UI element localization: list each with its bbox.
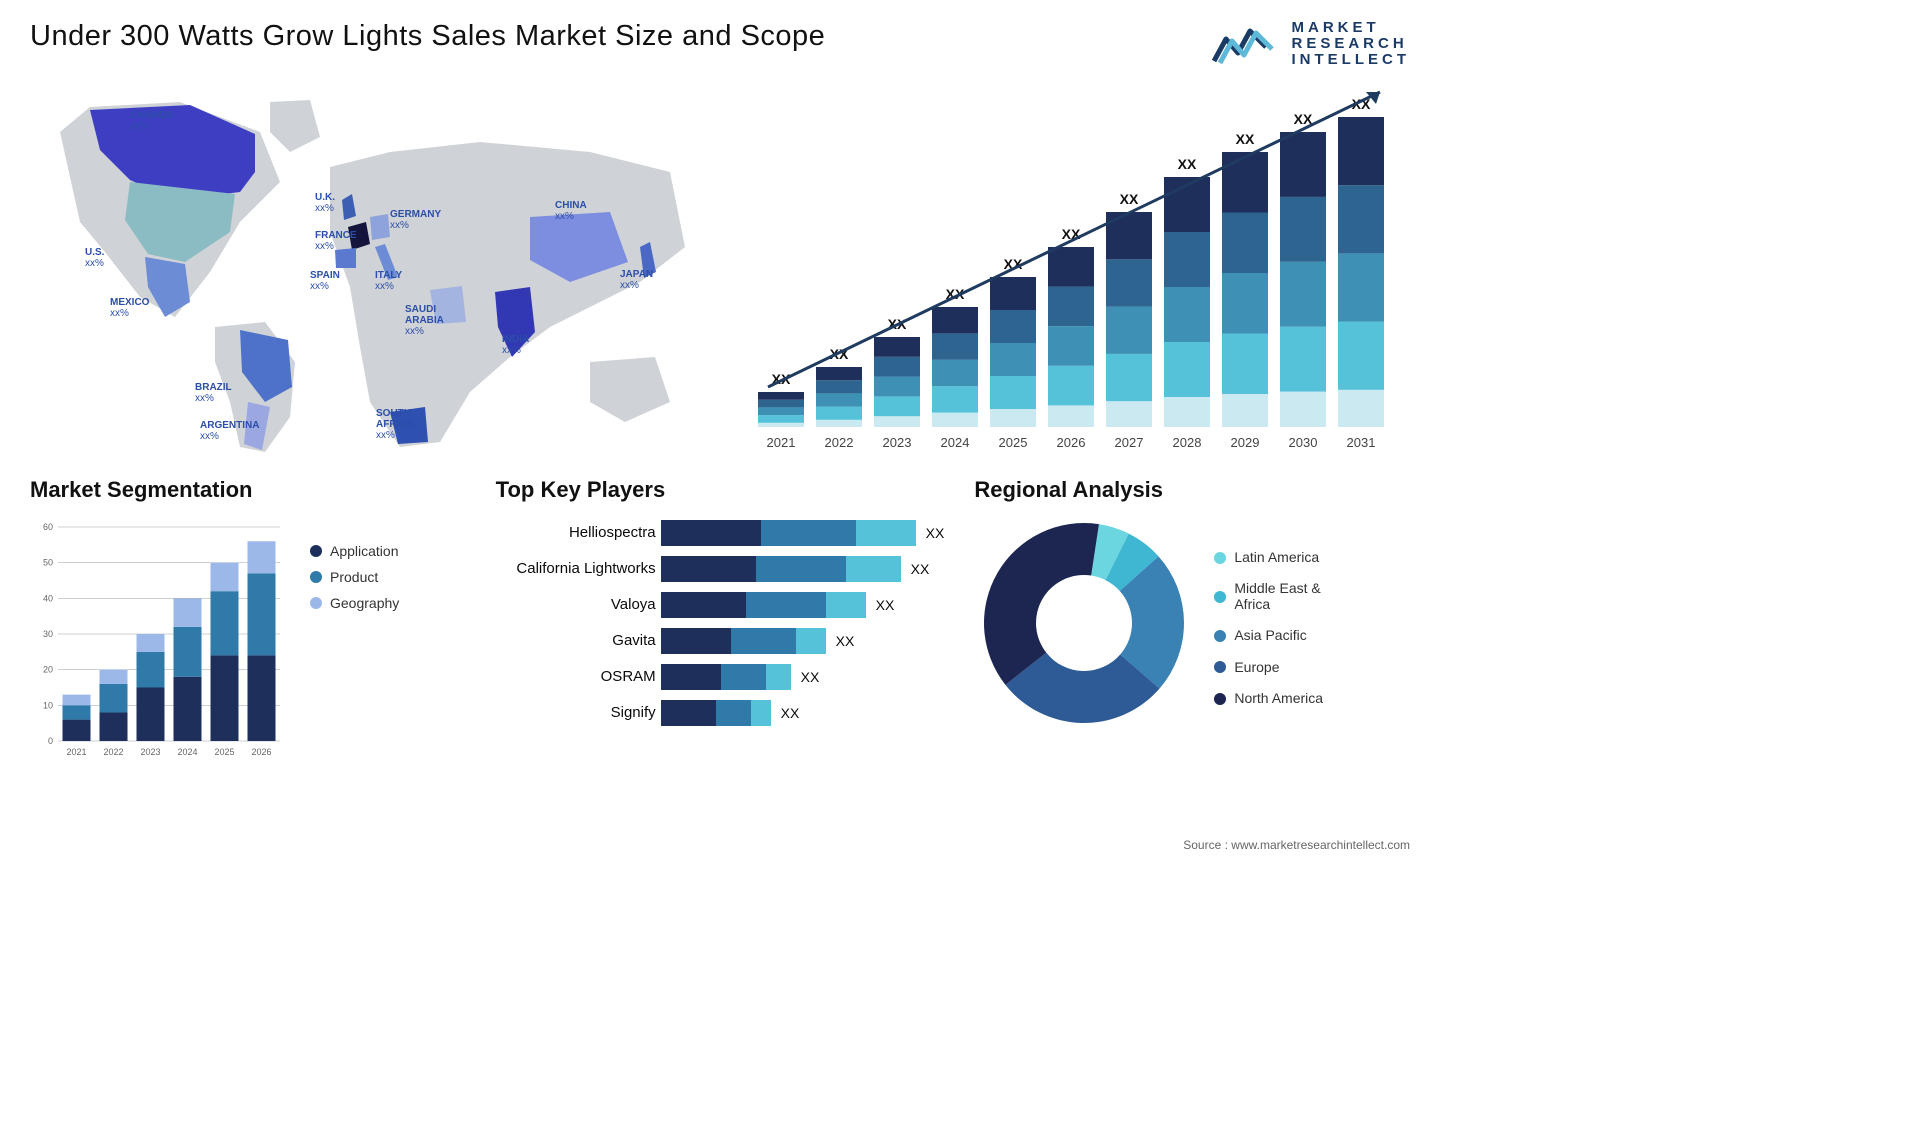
reg-legend-europe: Europe: [1214, 660, 1410, 675]
key-players-bars: XX XX XX XX XX XX: [661, 513, 945, 728]
svg-text:2021: 2021: [767, 435, 796, 450]
main-bar-chart: XX2021XX2022XX2023XX2024XX2025XX2026XX20…: [740, 72, 1410, 462]
kp-bar-california-lightworks: XX: [661, 554, 945, 584]
svg-text:2023: 2023: [883, 435, 912, 450]
page-title: Under 300 Watts Grow Lights Sales Market…: [30, 20, 825, 53]
map-label-argentina: ARGENTINAxx%: [200, 420, 259, 442]
logo-icon: [1212, 21, 1282, 66]
svg-text:2025: 2025: [214, 747, 234, 757]
map-label-germany: GERMANYxx%: [390, 209, 441, 231]
svg-text:2025: 2025: [999, 435, 1028, 450]
reg-legend-middle-east-africa: Middle East &Africa: [1214, 581, 1410, 612]
logo-line-1: MARKET: [1292, 20, 1411, 36]
svg-text:10: 10: [43, 701, 53, 711]
map-label-india: INDIAxx%: [502, 334, 529, 356]
map-label-brazil: BRAZILxx%: [195, 382, 232, 404]
svg-text:2023: 2023: [140, 747, 160, 757]
kp-label-helliospectra: Helliospectra: [496, 518, 656, 548]
svg-text:2022: 2022: [825, 435, 854, 450]
svg-text:2022: 2022: [103, 747, 123, 757]
svg-text:2028: 2028: [1173, 435, 1202, 450]
svg-text:XX: XX: [1120, 191, 1139, 207]
reg-legend-north-america: North America: [1214, 691, 1410, 706]
kp-bar-valoya: XX: [661, 590, 945, 620]
map-label-u-s-: U.S.xx%: [85, 247, 104, 269]
svg-text:2029: 2029: [1231, 435, 1260, 450]
seg-legend-application: Application: [310, 543, 466, 559]
key-players-title: Top Key Players: [496, 477, 945, 503]
regional-title: Regional Analysis: [974, 477, 1410, 503]
world-map: CANADAxx% U.S.xx% MEXICOxx% BRAZILxx% ARGENT…: [30, 72, 710, 462]
svg-text:2026: 2026: [1057, 435, 1086, 450]
map-label-south-africa: SOUTHAFRICAxx%: [376, 408, 414, 441]
map-label-italy: ITALYxx%: [375, 270, 402, 292]
seg-legend-product: Product: [310, 569, 466, 585]
segmentation-legend: Application Product Geography: [310, 513, 466, 763]
kp-bar-gavita: XX: [661, 626, 945, 656]
segmentation-chart-svg: 0 10 20 30 40 50 60 2021 2022 2023 2024 2025 2026: [30, 513, 290, 763]
kp-label-valoya: Valoya: [496, 590, 656, 620]
kp-label-osram: OSRAM: [496, 662, 656, 692]
map-label-japan: JAPANxx%: [620, 269, 653, 291]
svg-text:2021: 2021: [66, 747, 86, 757]
regional-donut-svg: [974, 513, 1194, 733]
segmentation-chart: 0 10 20 30 40 50 60 2021 2022 2023 2024 2025 2026: [30, 513, 290, 763]
svg-text:2031: 2031: [1347, 435, 1376, 450]
map-label-spain: SPAINxx%: [310, 270, 340, 292]
svg-text:0: 0: [48, 736, 53, 746]
kp-bar-osram: XX: [661, 662, 945, 692]
kp-label-signify: Signify: [496, 698, 656, 728]
reg-legend-latin-america: Latin America: [1214, 550, 1410, 565]
segmentation-title: Market Segmentation: [30, 477, 466, 503]
map-label-u-k-: U.K.xx%: [315, 192, 335, 214]
svg-text:XX: XX: [1178, 156, 1197, 172]
svg-text:XX: XX: [1236, 131, 1255, 147]
kp-bar-signify: XX: [661, 698, 945, 728]
segmentation-panel: Market Segmentation 0 10 20 30 40 50 60 2021 202…: [30, 477, 466, 777]
svg-text:2026: 2026: [251, 747, 271, 757]
regional-donut: [974, 513, 1194, 733]
svg-text:20: 20: [43, 665, 53, 675]
svg-text:2027: 2027: [1115, 435, 1144, 450]
map-label-mexico: MEXICOxx%: [110, 297, 149, 319]
svg-text:2024: 2024: [941, 435, 970, 450]
svg-text:40: 40: [43, 594, 53, 604]
svg-text:2030: 2030: [1289, 435, 1318, 450]
reg-legend-asia-pacific: Asia Pacific: [1214, 628, 1410, 643]
key-players-panel: Top Key Players Helliospectra California …: [496, 477, 945, 777]
key-players-labels: Helliospectra California Lightworks Valoya…: [496, 513, 656, 728]
main-bar-chart-svg: XX2021XX2022XX2023XX2024XX2025XX2026XX20…: [740, 82, 1410, 462]
kp-label-california-lightworks: California Lightworks: [496, 554, 656, 584]
map-label-china: CHINAxx%: [555, 200, 587, 222]
regional-legend: Latin America Middle East &Africa Asia Pac…: [1214, 540, 1410, 706]
source-text: Source : www.marketresearchintellect.com: [1183, 838, 1410, 852]
svg-text:30: 30: [43, 629, 53, 639]
map-label-france: FRANCExx%: [315, 230, 357, 252]
kp-bar-helliospectra: XX: [661, 518, 945, 548]
regional-panel: Regional Analysis Latin America Middle Ea…: [974, 477, 1410, 777]
map-label-saudi-arabia: SAUDIARABIAxx%: [405, 304, 444, 337]
kp-label-gavita: Gavita: [496, 626, 656, 656]
svg-text:2024: 2024: [177, 747, 197, 757]
seg-legend-geography: Geography: [310, 595, 466, 611]
brand-logo: MARKET RESEARCH INTELLECT: [1212, 20, 1411, 67]
logo-line-2: RESEARCH: [1292, 36, 1411, 52]
svg-text:50: 50: [43, 558, 53, 568]
logo-line-3: INTELLECT: [1292, 52, 1411, 68]
map-label-canada: CANADAxx%: [130, 110, 173, 132]
svg-text:60: 60: [43, 522, 53, 532]
